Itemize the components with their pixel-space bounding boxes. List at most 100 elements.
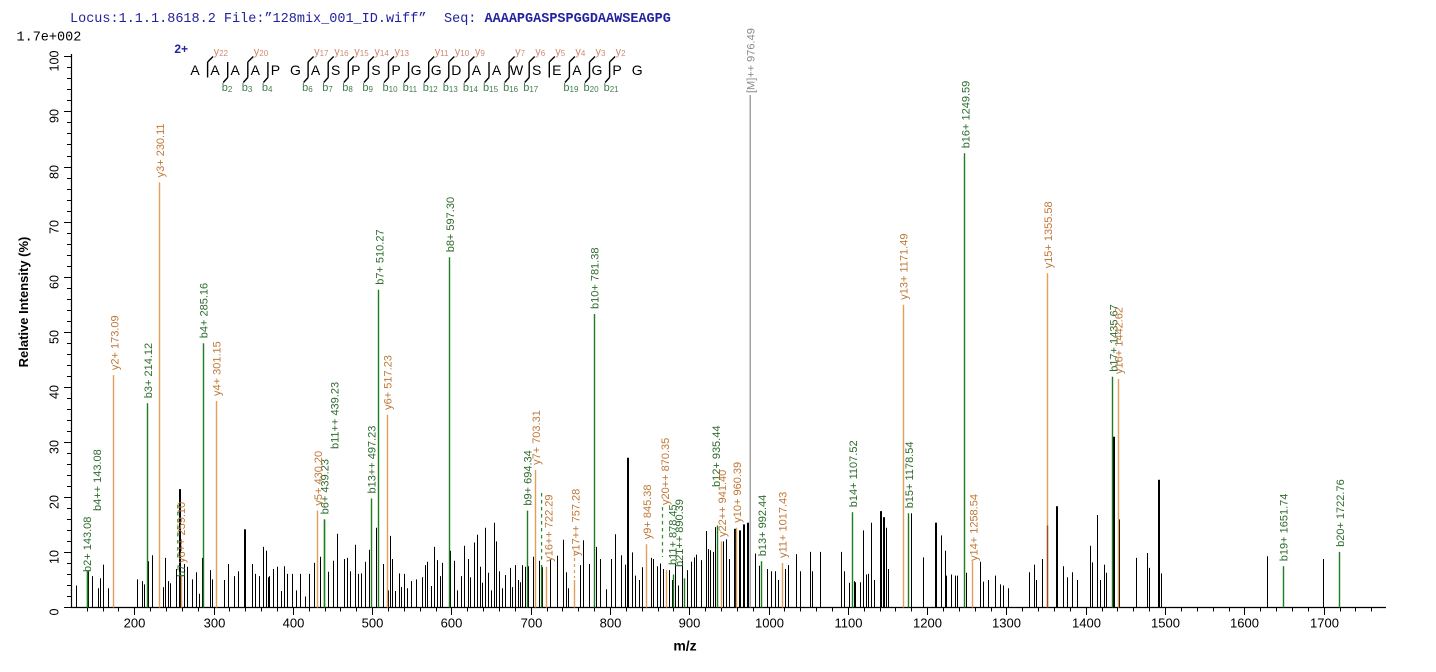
svg-text:S: S — [371, 62, 380, 78]
svg-text:20: 20 — [48, 495, 62, 509]
svg-text:b6+ 439.23: b6+ 439.23 — [320, 459, 332, 514]
svg-text:y5: y5 — [555, 46, 566, 58]
svg-text:W: W — [510, 62, 524, 78]
svg-text:b19: b19 — [563, 82, 579, 94]
svg-text:400: 400 — [283, 616, 305, 631]
svg-text:100: 100 — [48, 51, 62, 72]
svg-text:A: A — [472, 62, 482, 78]
svg-text:600: 600 — [441, 616, 463, 631]
svg-text:b13: b13 — [443, 82, 459, 94]
svg-text:b9+ 694.34: b9+ 694.34 — [523, 450, 535, 505]
svg-text:b10+ 781.38: b10+ 781.38 — [590, 248, 602, 309]
svg-text:y7: y7 — [515, 46, 526, 58]
svg-text:A: A — [210, 62, 220, 78]
svg-text:y6+ 517.23: y6+ 517.23 — [383, 355, 395, 410]
svg-text:y9: y9 — [475, 46, 486, 58]
svg-text:A: A — [492, 62, 502, 78]
svg-text:900: 900 — [679, 616, 701, 631]
svg-text:y11: y11 — [435, 46, 449, 58]
svg-text:y22: y22 — [214, 46, 229, 58]
svg-text:70: 70 — [48, 220, 62, 234]
svg-text:b11: b11 — [403, 82, 418, 94]
svg-text:y16: y16 — [334, 46, 349, 58]
svg-text:b7+ 510.27: b7+ 510.27 — [374, 229, 386, 284]
svg-text:y9+ 845.38: y9+ 845.38 — [642, 484, 654, 539]
svg-text:b12+ 935.44: b12+ 935.44 — [711, 426, 723, 487]
svg-text:y5+ 430.20: y5+ 430.20 — [313, 451, 325, 506]
svg-text:A: A — [251, 62, 261, 78]
svg-text:0: 0 — [48, 608, 62, 615]
svg-text:b15+ 1178.54: b15+ 1178.54 — [904, 442, 916, 509]
svg-text:b4++ 143.08: b4++ 143.08 — [92, 449, 104, 511]
svg-text:P: P — [351, 62, 360, 78]
svg-text:P: P — [391, 62, 400, 78]
svg-text:80: 80 — [48, 165, 62, 179]
svg-text:700: 700 — [521, 616, 543, 631]
svg-text:b7: b7 — [176, 565, 188, 577]
svg-text:800: 800 — [600, 616, 622, 631]
svg-text:G: G — [411, 62, 422, 78]
svg-text:y3: y3 — [596, 46, 607, 58]
svg-text:b13++ 497.23: b13++ 497.23 — [367, 426, 379, 494]
svg-text:1400: 1400 — [1072, 616, 1101, 631]
svg-text:2+: 2+ — [174, 42, 188, 56]
svg-text:P: P — [612, 62, 621, 78]
svg-text:500: 500 — [362, 616, 384, 631]
svg-text:[M]++ 976.49: [M]++ 976.49 — [746, 28, 758, 93]
svg-text:D: D — [451, 62, 461, 78]
svg-text:1300: 1300 — [992, 616, 1021, 631]
svg-text:b6: b6 — [302, 82, 313, 94]
svg-text:G: G — [592, 62, 603, 78]
svg-text:b10: b10 — [383, 82, 399, 94]
svg-text:b21++ 890.39: b21++ 890.39 — [674, 499, 686, 567]
svg-text:1700: 1700 — [1310, 616, 1339, 631]
svg-text:y14+ 1258.54: y14+ 1258.54 — [968, 494, 980, 561]
svg-text:b7: b7 — [322, 82, 333, 94]
svg-text:b2+ 143.08: b2+ 143.08 — [82, 517, 94, 572]
svg-text:y2+ 173.09: y2+ 173.09 — [109, 315, 121, 370]
svg-text:b16+ 1249.59: b16+ 1249.59 — [960, 81, 972, 149]
svg-text:G: G — [632, 62, 643, 78]
svg-text:b12: b12 — [423, 82, 439, 94]
svg-text:y13: y13 — [395, 46, 410, 58]
svg-text:y13+ 1171.49: y13+ 1171.49 — [899, 234, 911, 300]
svg-text:y7+ 703.31: y7+ 703.31 — [531, 410, 543, 465]
svg-text:30: 30 — [48, 440, 62, 454]
svg-text:b4+ 285.16: b4+ 285.16 — [199, 283, 211, 338]
svg-text:b14+ 1107.52: b14+ 1107.52 — [848, 440, 860, 507]
svg-text:y11+ 1017.43: y11+ 1017.43 — [778, 492, 790, 558]
svg-text:1000: 1000 — [755, 616, 784, 631]
svg-text:b20+ 1722.76: b20+ 1722.76 — [1335, 479, 1347, 547]
svg-text:200: 200 — [124, 616, 146, 631]
svg-text:b21: b21 — [604, 82, 620, 94]
svg-text:A: A — [311, 62, 321, 78]
svg-text:300: 300 — [204, 616, 226, 631]
svg-text:y15: y15 — [354, 46, 369, 58]
svg-text:Relative Intensity (%): Relative Intensity (%) — [16, 237, 31, 368]
svg-text:10: 10 — [48, 550, 62, 564]
svg-text:P: P — [271, 62, 280, 78]
svg-text:A: A — [231, 62, 241, 78]
svg-text:b17: b17 — [523, 82, 539, 94]
svg-text:b19+ 1651.74: b19+ 1651.74 — [1279, 494, 1291, 562]
svg-text:b8+ 597.30: b8+ 597.30 — [445, 197, 457, 252]
svg-text:y16+ 1442.62: y16+ 1442.62 — [1114, 307, 1126, 374]
svg-text:E: E — [552, 62, 561, 78]
svg-text:b14: b14 — [463, 82, 479, 94]
svg-text:1100: 1100 — [835, 616, 863, 631]
svg-text:y17: y17 — [314, 46, 329, 58]
svg-text:40: 40 — [48, 385, 62, 399]
svg-text:b13+ 992.44: b13+ 992.44 — [757, 495, 769, 556]
svg-text:y4: y4 — [575, 46, 586, 58]
svg-text:y4+ 301.15: y4+ 301.15 — [212, 341, 224, 396]
svg-text:b3: b3 — [242, 82, 253, 94]
svg-text:A: A — [572, 62, 582, 78]
svg-text:b9: b9 — [362, 82, 373, 94]
svg-text:Locus:1.1.1.8618.2 File:”128mi: Locus:1.1.1.8618.2 File:”128mix_001_ID.w… — [70, 12, 426, 27]
svg-text:y3+ 230.11: y3+ 230.11 — [155, 123, 167, 177]
svg-text:S: S — [532, 62, 541, 78]
svg-text:b16: b16 — [503, 82, 519, 94]
svg-text:y14: y14 — [374, 46, 389, 58]
svg-text:b4: b4 — [262, 82, 273, 94]
svg-text:50: 50 — [48, 330, 62, 344]
